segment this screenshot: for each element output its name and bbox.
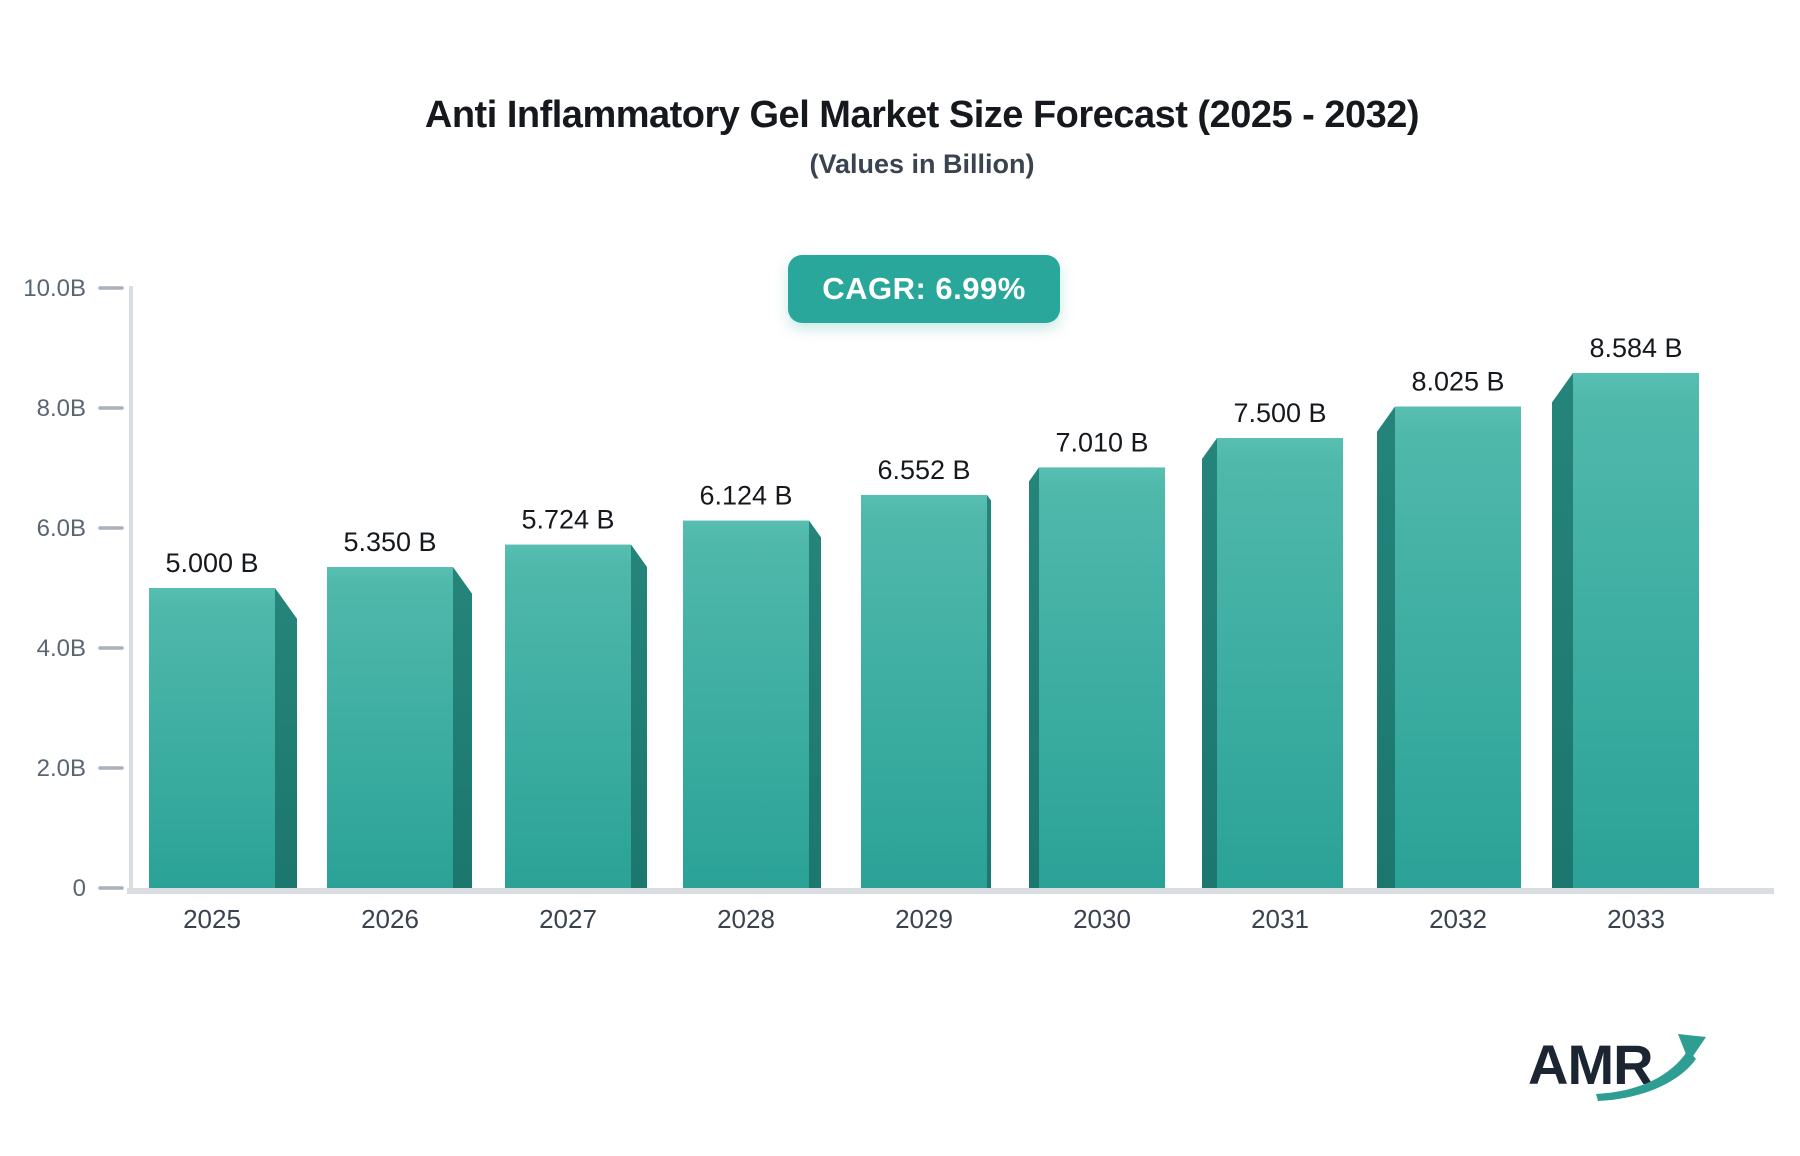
bar-side-face: [987, 494, 991, 888]
bar-2026[interactable]: [327, 567, 453, 888]
x-axis-label-2027: 2027: [539, 904, 597, 934]
x-axis-label-2026: 2026: [361, 904, 419, 934]
page-title: Anti Inflammatory Gel Market Size Foreca…: [424, 94, 1420, 136]
bar-group-2025: 5.000 B 2025: [149, 548, 297, 934]
bar-2029[interactable]: [861, 494, 987, 888]
chart-header: Anti Inflammatory Gel Market Size Foreca…: [44, 94, 1800, 180]
bar-value-label: 7.500 B: [1233, 398, 1326, 428]
bar-side-face: [275, 588, 297, 888]
bar-value-label: 6.124 B: [699, 481, 792, 511]
x-axis-label-2033: 2033: [1607, 904, 1665, 934]
cagr-badge: CAGR: 6.99%: [788, 255, 1060, 323]
x-axis-label-2029: 2029: [895, 904, 953, 934]
x-axis-label-2025: 2025: [183, 904, 241, 934]
bar-2028[interactable]: [683, 520, 809, 888]
bar-group-2030: 7.010 B 2030: [1029, 427, 1165, 934]
bar-2033[interactable]: [1573, 372, 1699, 889]
bar-group-2026: 5.350 B 2026: [327, 527, 472, 934]
chart-subtitle: (Values in Billion): [809, 149, 1035, 179]
bar-side-face: [1029, 467, 1039, 888]
bar-group-2031: 7.500 B 2031: [1202, 398, 1343, 934]
bar-value-label: 5.000 B: [165, 548, 258, 578]
bar-2032[interactable]: [1395, 406, 1521, 889]
bar-value-label: 5.724 B: [521, 505, 614, 535]
y-axis-label: 0: [73, 875, 86, 902]
y-axis-label: 4.0B: [37, 635, 86, 662]
x-axis-label-2028: 2028: [717, 904, 775, 934]
bar-side-face: [631, 544, 647, 888]
bar-2031[interactable]: [1217, 438, 1343, 888]
x-axis-label-2031: 2031: [1251, 904, 1309, 934]
y-axis-label: 8.0B: [37, 395, 86, 422]
bar-side-face: [453, 567, 472, 888]
bar-side-face: [1202, 438, 1217, 888]
bar-group-2033: 8.584 B 2033: [1552, 333, 1699, 934]
bar-value-label: 7.010 B: [1055, 427, 1148, 457]
bar-side-face: [1377, 406, 1395, 888]
bar-2030[interactable]: [1039, 467, 1165, 888]
y-axis-label: 2.0B: [37, 755, 86, 782]
bar-2027[interactable]: [505, 544, 631, 888]
y-axis-label: 10.0B: [23, 275, 86, 302]
growth-arrow-icon: [1596, 1034, 1706, 1101]
x-axis-label-2032: 2032: [1429, 904, 1487, 934]
y-axis-label: 6.0B: [37, 515, 86, 542]
bar-group-2027: 5.724 B 2027: [505, 505, 647, 934]
bar-group-2029: 6.552 B 2029: [861, 455, 991, 934]
bar-side-face: [809, 520, 821, 888]
bar-value-label: 8.025 B: [1411, 367, 1504, 397]
bar-value-label: 5.350 B: [343, 527, 436, 557]
amr-logo: AMR: [1528, 1032, 1738, 1122]
bar-group-2028: 6.124 B 2028: [683, 481, 821, 934]
bar-side-face: [1552, 372, 1573, 889]
bar-value-label: 8.584 B: [1589, 333, 1682, 363]
x-axis-label-2030: 2030: [1073, 904, 1131, 934]
bar-group-2032: 8.025 B 2032: [1377, 367, 1521, 934]
bar-2025[interactable]: [149, 588, 275, 888]
cagr-badge-label: CAGR: 6.99%: [822, 271, 1026, 306]
bar-value-label: 6.552 B: [877, 455, 970, 485]
amr-logo-text: AMR: [1528, 1033, 1654, 1096]
